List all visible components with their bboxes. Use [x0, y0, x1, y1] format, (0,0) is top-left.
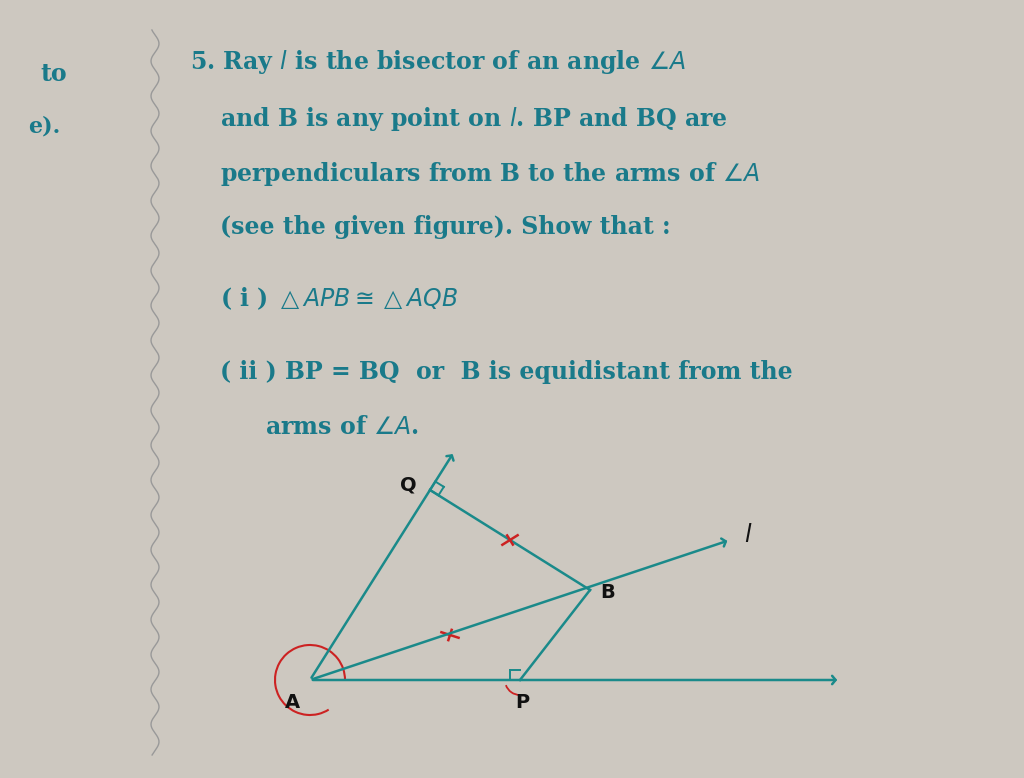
Text: 5. Ray $l$ is the bisector of an angle $\angle A$: 5. Ray $l$ is the bisector of an angle $…: [190, 48, 686, 76]
Text: ( ii ) BP = BQ  or  B is equidistant from the: ( ii ) BP = BQ or B is equidistant from …: [220, 360, 793, 384]
Text: ( i ) $\triangle APB \cong \triangle AQB$: ( i ) $\triangle APB \cong \triangle AQB…: [220, 285, 458, 312]
Text: B: B: [601, 583, 615, 601]
Text: A: A: [285, 692, 300, 712]
Text: $l$: $l$: [743, 523, 753, 547]
Text: and B is any point on $l$. BP and BQ are: and B is any point on $l$. BP and BQ are: [220, 105, 728, 133]
Text: Q: Q: [399, 475, 417, 495]
Text: to: to: [40, 62, 67, 86]
Text: e).: e).: [28, 115, 60, 137]
Text: P: P: [515, 692, 529, 712]
Text: perpendiculars from B to the arms of $\angle A$: perpendiculars from B to the arms of $\a…: [220, 160, 760, 188]
Text: (see the given figure). Show that :: (see the given figure). Show that :: [220, 215, 671, 239]
Text: arms of $\angle A$.: arms of $\angle A$.: [265, 415, 419, 439]
